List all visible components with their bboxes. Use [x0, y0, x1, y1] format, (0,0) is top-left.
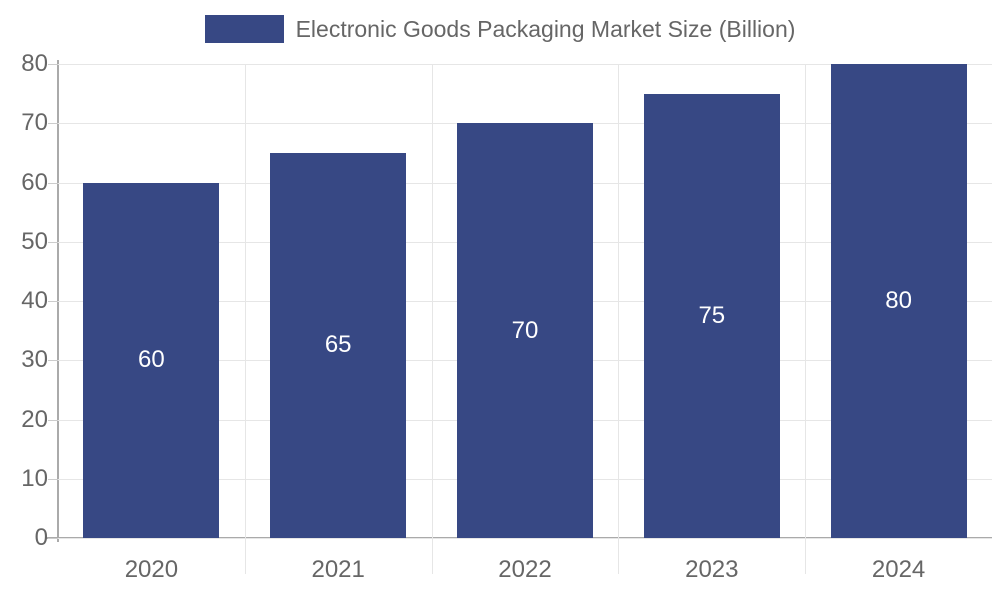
gridline-vertical: [245, 64, 246, 574]
y-axis-tick-mark: [48, 301, 58, 302]
bar[interactable]: [457, 123, 593, 538]
legend-item-label: Electronic Goods Packaging Market Size (…: [295, 15, 796, 42]
x-axis-tick-label: 2023: [685, 556, 739, 583]
bar[interactable]: [830, 64, 967, 538]
y-axis-tick-label: 20: [21, 405, 48, 433]
chart-legend: Electronic Goods Packaging Market Size (…: [0, 0, 1000, 58]
y-axis-tick-mark: [48, 419, 58, 421]
bar-value-label: 80: [885, 287, 912, 314]
y-axis-tick-mark: [48, 538, 58, 539]
y-axis-tick-mark: [48, 478, 58, 480]
y-axis-tick-label: 0: [34, 524, 48, 551]
y-axis-tick-mark: [48, 182, 58, 184]
y-axis-tick-mark: [48, 241, 58, 243]
legend-item-series-0[interactable]: Electronic Goods Packaging Market Size (…: [204, 15, 796, 43]
y-axis-tick-label: 80: [21, 50, 48, 77]
x-axis-tick-label: 2024: [871, 556, 926, 583]
y-axis-tick-mark: [48, 360, 58, 362]
gridline-vertical: [805, 64, 806, 574]
x-axis-tick-label: 2021: [311, 556, 365, 583]
bar-value-label: 75: [698, 301, 726, 329]
y-axis-tick-label: 40: [21, 287, 48, 314]
gridline-horizontal: [58, 538, 992, 539]
y-axis-tick-mark: [48, 123, 58, 125]
bar[interactable]: [643, 93, 780, 538]
gridline-vertical: [618, 64, 619, 574]
plot-area: 60 65 70 75 80: [58, 64, 992, 574]
bar[interactable]: [83, 182, 220, 538]
y-axis-tick-label: 60: [21, 168, 48, 196]
x-axis-tick-label: 2022: [498, 556, 552, 583]
y-axis-tick-mark: [48, 64, 58, 65]
gridline-horizontal: [58, 64, 992, 65]
x-axis-tick-label: 2020: [124, 556, 179, 583]
y-axis-tick-label: 50: [21, 227, 48, 255]
y-axis-tick-label: 30: [21, 346, 48, 374]
y-axis-tick-label: 10: [21, 464, 48, 492]
legend-color-swatch-icon: [204, 15, 284, 43]
y-axis-tick-label: 70: [21, 109, 48, 137]
bar[interactable]: [270, 152, 407, 538]
bar-value-label: 70: [511, 316, 539, 344]
bar-value-label: 65: [324, 331, 352, 359]
gridline-vertical: [432, 64, 433, 574]
bar-value-label: 60: [138, 346, 165, 374]
